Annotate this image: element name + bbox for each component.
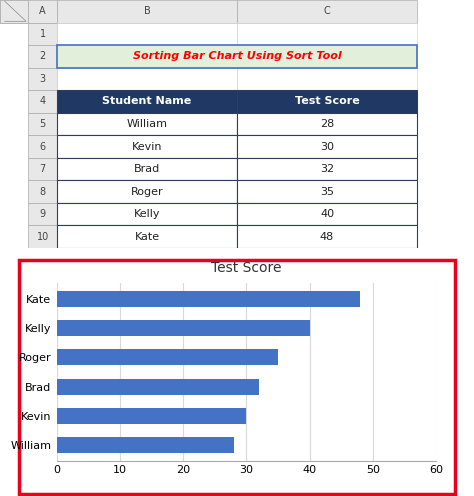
FancyBboxPatch shape <box>57 203 237 226</box>
Text: 5: 5 <box>39 119 46 129</box>
Bar <box>57 291 360 307</box>
Text: Kevin: Kevin <box>132 141 162 152</box>
FancyBboxPatch shape <box>57 135 237 158</box>
FancyBboxPatch shape <box>28 0 57 22</box>
FancyBboxPatch shape <box>237 135 417 158</box>
FancyBboxPatch shape <box>28 158 57 181</box>
Text: A: A <box>39 6 46 16</box>
Title: Test Score: Test Score <box>211 260 282 275</box>
FancyBboxPatch shape <box>57 90 237 113</box>
Text: 48: 48 <box>320 232 334 242</box>
FancyBboxPatch shape <box>237 181 417 203</box>
FancyBboxPatch shape <box>237 158 417 181</box>
FancyBboxPatch shape <box>237 226 417 248</box>
Bar <box>57 349 278 366</box>
Text: Sorting Bar Chart Using Sort Tool: Sorting Bar Chart Using Sort Tool <box>133 52 341 62</box>
FancyBboxPatch shape <box>28 181 57 203</box>
FancyBboxPatch shape <box>57 158 237 181</box>
Text: 7: 7 <box>39 164 46 174</box>
FancyBboxPatch shape <box>28 203 57 226</box>
FancyBboxPatch shape <box>57 203 237 226</box>
FancyBboxPatch shape <box>57 113 237 135</box>
Text: 32: 32 <box>320 164 334 174</box>
FancyBboxPatch shape <box>28 67 57 90</box>
FancyBboxPatch shape <box>28 113 57 135</box>
FancyBboxPatch shape <box>237 203 417 226</box>
Text: Roger: Roger <box>131 186 163 196</box>
FancyBboxPatch shape <box>237 90 417 113</box>
FancyBboxPatch shape <box>57 226 237 248</box>
FancyBboxPatch shape <box>237 45 417 67</box>
Bar <box>57 320 310 336</box>
Text: B: B <box>144 6 150 16</box>
FancyBboxPatch shape <box>28 45 57 67</box>
FancyBboxPatch shape <box>28 135 57 158</box>
Bar <box>57 408 246 424</box>
FancyBboxPatch shape <box>237 90 417 113</box>
Text: 35: 35 <box>320 186 334 196</box>
FancyBboxPatch shape <box>57 67 237 90</box>
FancyBboxPatch shape <box>237 226 417 248</box>
Text: 2: 2 <box>39 52 46 62</box>
Text: William: William <box>127 119 167 129</box>
FancyBboxPatch shape <box>28 226 57 248</box>
Text: 9: 9 <box>40 209 46 219</box>
FancyBboxPatch shape <box>237 158 417 181</box>
FancyBboxPatch shape <box>237 22 417 45</box>
FancyBboxPatch shape <box>57 158 237 181</box>
FancyBboxPatch shape <box>57 90 237 113</box>
Text: Brad: Brad <box>134 164 160 174</box>
FancyBboxPatch shape <box>57 45 417 67</box>
FancyBboxPatch shape <box>57 22 237 45</box>
Text: 3: 3 <box>40 74 46 84</box>
Bar <box>57 437 234 453</box>
Text: 6: 6 <box>40 141 46 152</box>
FancyBboxPatch shape <box>57 135 237 158</box>
Text: Test Score: Test Score <box>295 96 359 107</box>
Text: Student Name: Student Name <box>102 96 191 107</box>
Text: Kate: Kate <box>134 232 160 242</box>
Bar <box>57 378 259 395</box>
Text: 8: 8 <box>40 186 46 196</box>
Text: 30: 30 <box>320 141 334 152</box>
FancyBboxPatch shape <box>57 226 237 248</box>
Text: 28: 28 <box>320 119 334 129</box>
FancyBboxPatch shape <box>28 90 57 113</box>
Text: 10: 10 <box>36 232 49 242</box>
FancyBboxPatch shape <box>0 0 28 22</box>
FancyBboxPatch shape <box>237 113 417 135</box>
Text: C: C <box>324 6 330 16</box>
Text: 1: 1 <box>40 29 46 39</box>
FancyBboxPatch shape <box>237 181 417 203</box>
FancyBboxPatch shape <box>57 45 237 67</box>
FancyBboxPatch shape <box>28 22 57 45</box>
FancyBboxPatch shape <box>237 67 417 90</box>
Text: 4: 4 <box>40 96 46 107</box>
FancyBboxPatch shape <box>0 0 28 22</box>
FancyBboxPatch shape <box>237 113 417 135</box>
FancyBboxPatch shape <box>237 135 417 158</box>
Text: Kelly: Kelly <box>134 209 160 219</box>
FancyBboxPatch shape <box>57 113 237 135</box>
FancyBboxPatch shape <box>237 203 417 226</box>
FancyBboxPatch shape <box>57 181 237 203</box>
FancyBboxPatch shape <box>57 0 237 22</box>
FancyBboxPatch shape <box>57 181 237 203</box>
FancyBboxPatch shape <box>237 0 417 22</box>
Text: 40: 40 <box>320 209 334 219</box>
